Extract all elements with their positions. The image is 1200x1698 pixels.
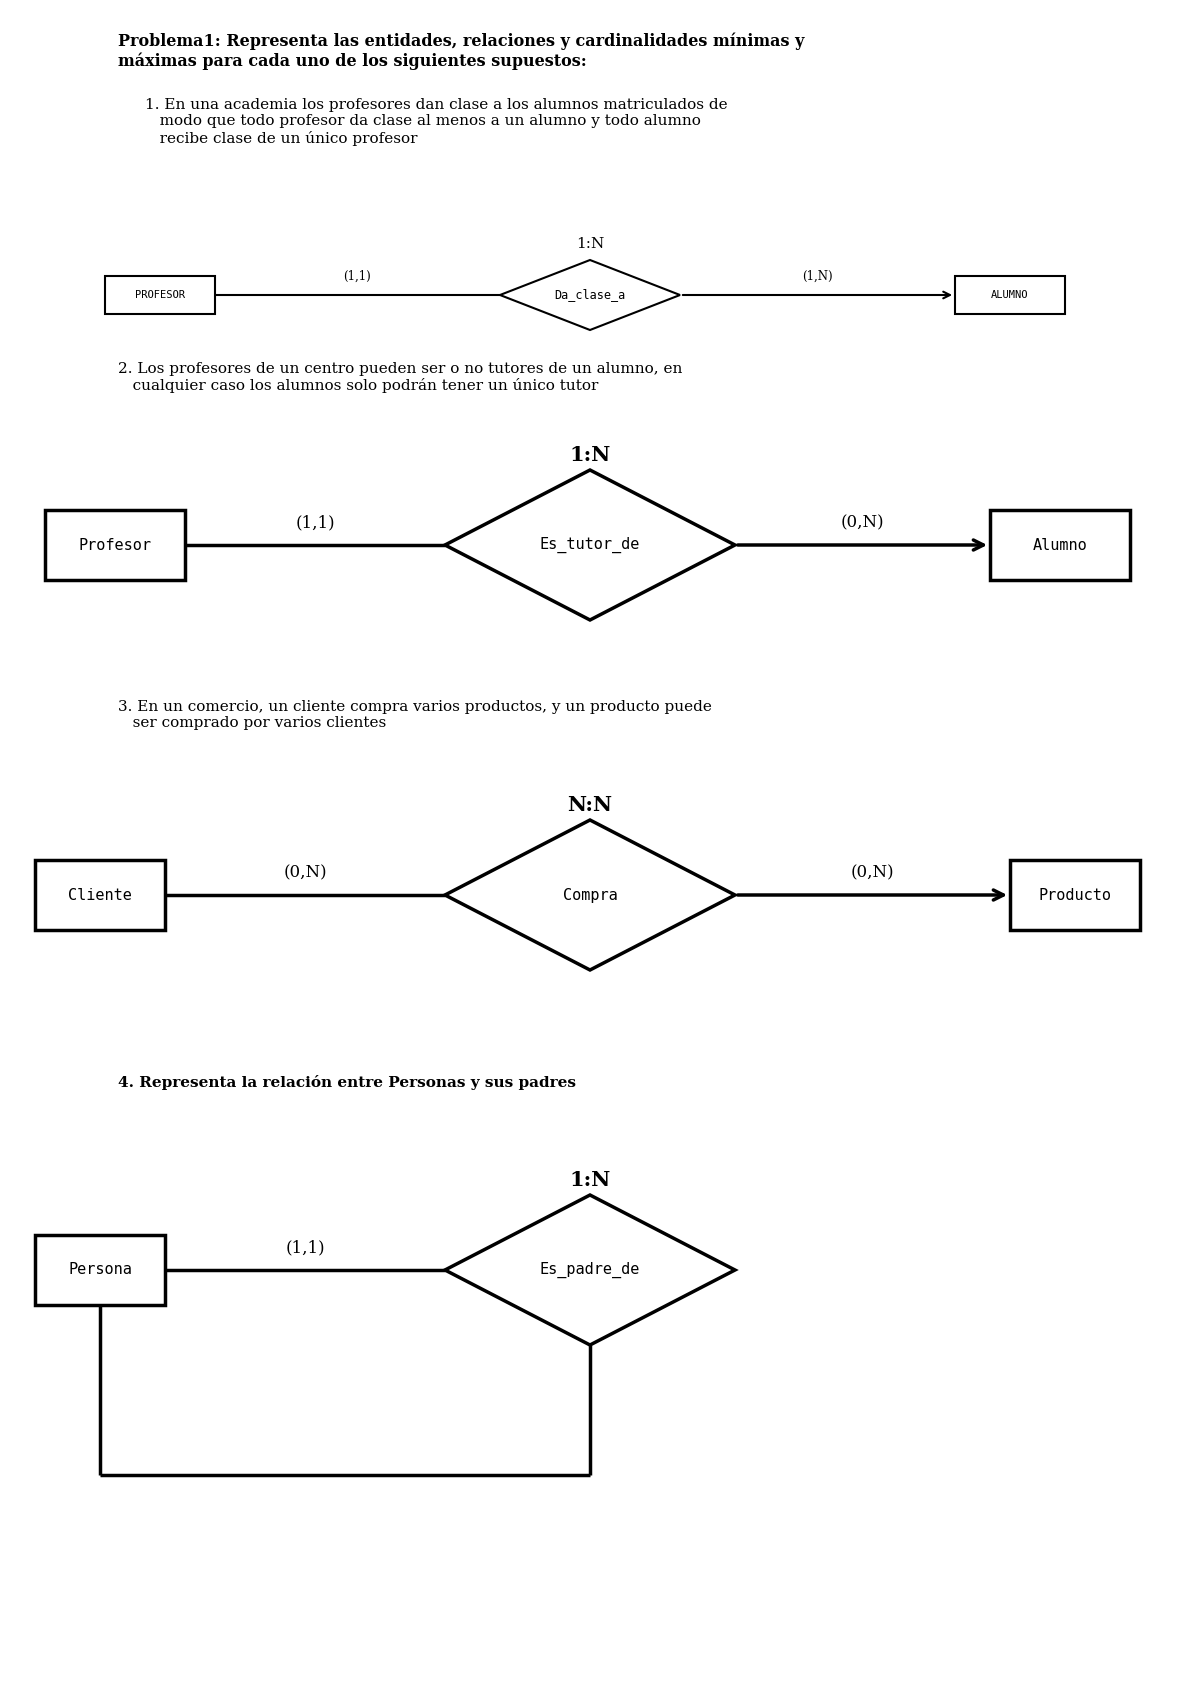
- Text: Profesor: Profesor: [78, 538, 151, 552]
- Bar: [46, 509, 185, 581]
- Text: Da_clase_a: Da_clase_a: [554, 289, 625, 302]
- Bar: [35, 1234, 166, 1306]
- Text: 1:N: 1:N: [576, 238, 604, 251]
- Text: (1,1): (1,1): [295, 514, 335, 531]
- Text: (0,N): (0,N): [841, 514, 884, 531]
- Text: (1,1): (1,1): [286, 1240, 325, 1257]
- Text: 2. Los profesores de un centro pueden ser o no tutores de un alumno, en
   cualq: 2. Los profesores de un centro pueden se…: [118, 362, 683, 394]
- Text: Problema1: Representa las entidades, relaciones y cardinalidades mínimas y
máxim: Problema1: Representa las entidades, rel…: [118, 32, 804, 70]
- Text: Cliente: Cliente: [68, 888, 132, 903]
- Text: Producto: Producto: [1038, 888, 1111, 903]
- Text: Compra: Compra: [563, 888, 617, 903]
- Text: PROFESOR: PROFESOR: [134, 290, 185, 301]
- Text: (1,N): (1,N): [802, 270, 833, 284]
- Bar: [955, 277, 1066, 314]
- Text: (0,N): (0,N): [283, 864, 326, 881]
- Bar: [990, 509, 1130, 581]
- Text: Alumno: Alumno: [1033, 538, 1087, 552]
- Bar: [106, 277, 215, 314]
- Text: 4. Representa la relación entre Personas y sus padres: 4. Representa la relación entre Personas…: [118, 1075, 576, 1090]
- Bar: [1010, 859, 1140, 931]
- Text: 1:N: 1:N: [569, 445, 611, 465]
- Text: Es_tutor_de: Es_tutor_de: [540, 537, 640, 554]
- Text: ALUMNO: ALUMNO: [991, 290, 1028, 301]
- Text: 1:N: 1:N: [569, 1170, 611, 1190]
- Text: (0,N): (0,N): [851, 864, 894, 881]
- Text: (1,1): (1,1): [343, 270, 371, 284]
- Text: N:N: N:N: [568, 795, 612, 815]
- Text: 1. En una academia los profesores dan clase a los alumnos matriculados de
   mod: 1. En una academia los profesores dan cl…: [145, 98, 727, 146]
- Text: Persona: Persona: [68, 1263, 132, 1277]
- Bar: [35, 859, 166, 931]
- Text: Es_padre_de: Es_padre_de: [540, 1262, 640, 1279]
- Text: 3. En un comercio, un cliente compra varios productos, y un producto puede
   se: 3. En un comercio, un cliente compra var…: [118, 700, 712, 730]
